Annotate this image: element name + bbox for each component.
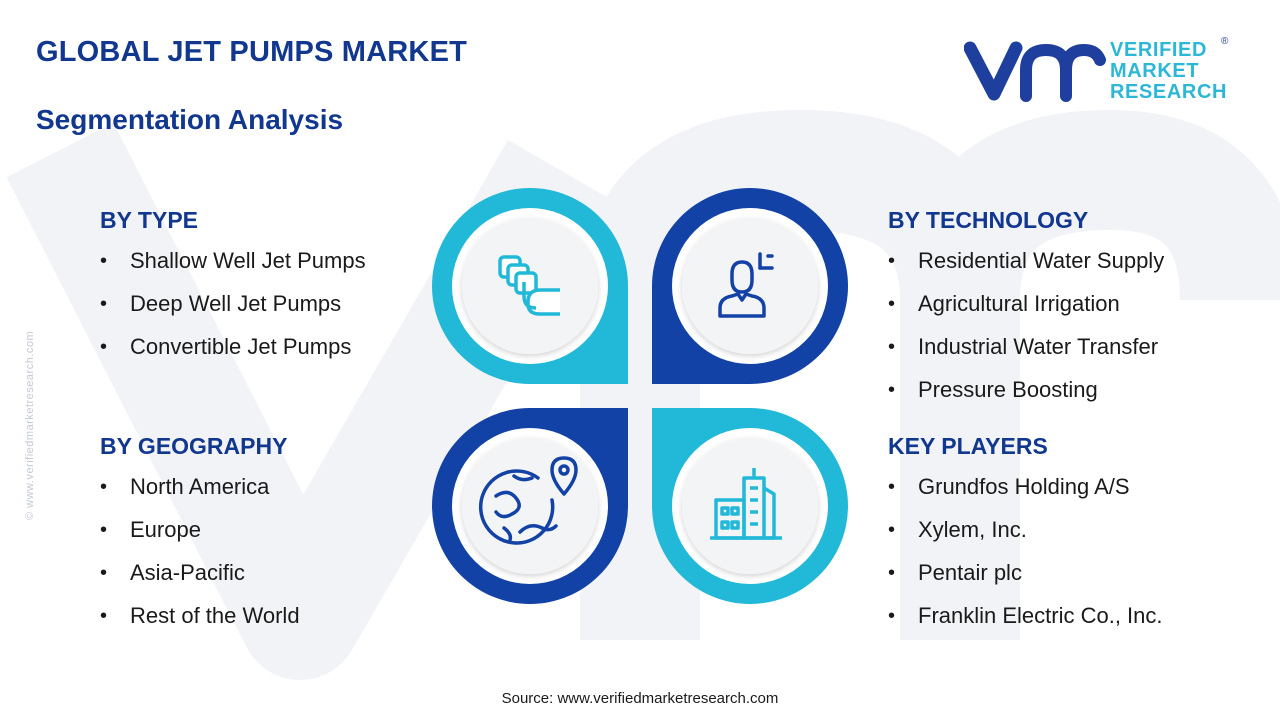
segment-by-technology: BY TECHNOLOGY Residential Water Supply A… xyxy=(888,207,1164,418)
segment-item: Shallow Well Jet Pumps xyxy=(100,246,366,289)
logo-line-3: RESEARCH xyxy=(1110,81,1228,103)
page-subtitle: Segmentation Analysis xyxy=(36,104,344,135)
side-watermark-url: © www.verifiedmarketresearch.com xyxy=(24,330,36,520)
segment-heading: BY GEOGRAPHY xyxy=(100,433,288,459)
segment-heading: BY TECHNOLOGY xyxy=(888,207,1089,233)
segment-item: Convertible Jet Pumps xyxy=(100,332,366,375)
quadrant-top-left xyxy=(432,188,628,384)
vmr-logo-mark xyxy=(964,41,1106,102)
city-buildings-icon xyxy=(710,468,782,540)
segment-heading: KEY PLAYERS xyxy=(888,433,1048,459)
globe-location-icon xyxy=(478,456,578,545)
segment-key-players: KEY PLAYERS Grundfos Holding A/S Xylem, … xyxy=(888,433,1163,644)
segment-item: Pentair plc xyxy=(888,558,1163,601)
segment-item: Xylem, Inc. xyxy=(888,515,1163,558)
page-title: GLOBAL JET PUMPS MARKET xyxy=(36,36,468,68)
quadrant-bottom-right xyxy=(652,408,848,604)
segment-by-geography: BY GEOGRAPHY North America Europe Asia-P… xyxy=(100,433,300,644)
segment-item: Franklin Electric Co., Inc. xyxy=(888,601,1163,644)
logo-wordmark: VERIFIED MARKET RESEARCH xyxy=(1110,40,1227,103)
segment-item: Residential Water Supply xyxy=(888,246,1164,289)
stacked-squares-icon xyxy=(498,255,560,316)
quadrant-top-right xyxy=(652,188,848,384)
segment-item: Asia-Pacific xyxy=(100,558,300,601)
logo-line-1: VERIFIED xyxy=(1110,39,1208,61)
registered-mark: ® xyxy=(1221,36,1229,47)
segment-item: Agricultural Irrigation xyxy=(888,289,1164,332)
segment-item: North America xyxy=(100,472,300,515)
quadrant-bottom-left xyxy=(432,408,628,604)
segmentation-graphic xyxy=(432,188,848,604)
segment-heading: BY TYPE xyxy=(100,207,198,233)
segment-item: Europe xyxy=(100,515,300,558)
segment-item: Deep Well Jet Pumps xyxy=(100,289,366,332)
segment-by-type: BY TYPE Shallow Well Jet Pumps Deep Well… xyxy=(100,207,366,375)
logo-line-2: MARKET xyxy=(1110,60,1200,82)
segment-item: Pressure Boosting xyxy=(888,375,1164,418)
segment-item: Rest of the World xyxy=(100,601,300,644)
source-caption: Source: www.verifiedmarketresearch.com xyxy=(501,690,779,707)
segment-item: Grundfos Holding A/S xyxy=(888,472,1163,515)
segment-item: Industrial Water Transfer xyxy=(888,332,1164,375)
person-icon xyxy=(718,252,774,318)
